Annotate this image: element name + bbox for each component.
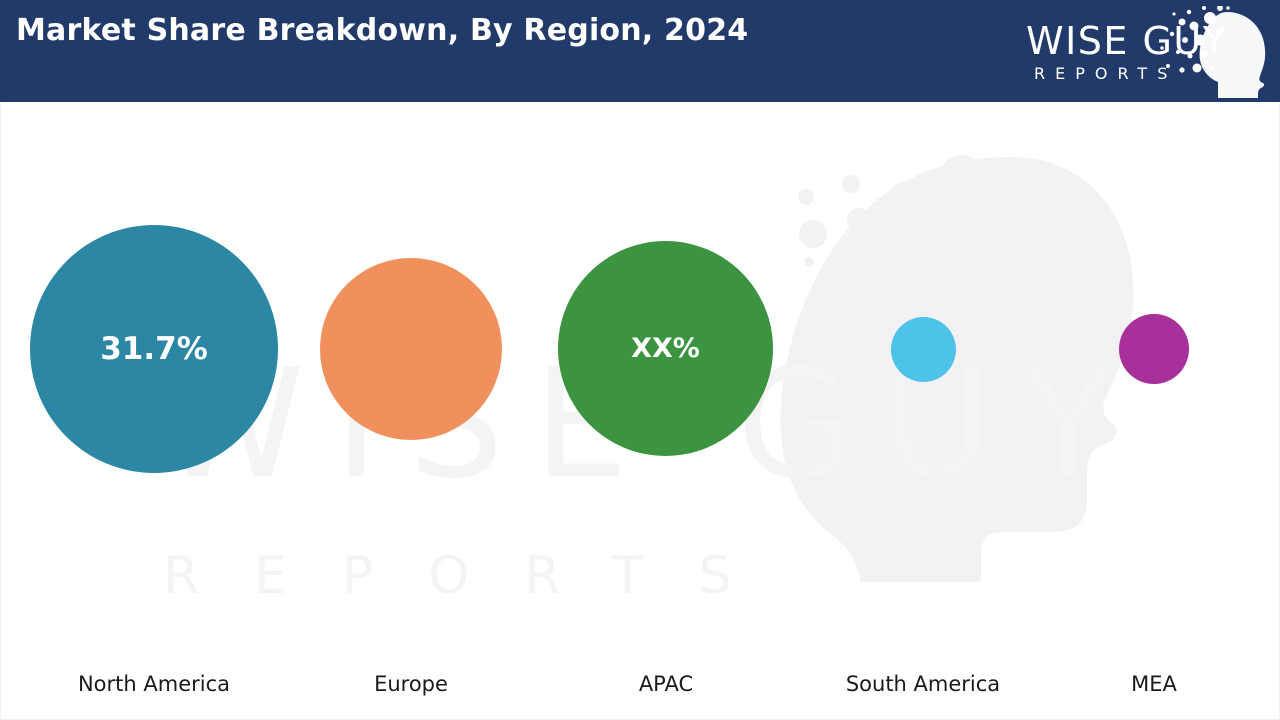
bubble-apac[interactable]: XX% bbox=[558, 241, 773, 456]
header-bar: Market Share Breakdown, By Region, 2024 … bbox=[0, 0, 1280, 102]
axis-label-apac: APAC bbox=[638, 672, 694, 696]
axis-label-mea: MEA bbox=[1131, 672, 1177, 696]
axis-label-south-america: South America bbox=[845, 672, 1001, 696]
axis-label-north-america: North America bbox=[77, 672, 231, 696]
bubble-value-apac: XX% bbox=[631, 333, 700, 364]
bubble-south-america[interactable] bbox=[891, 317, 956, 382]
bubble-north-america[interactable]: 31.7% bbox=[30, 225, 278, 473]
bubble-europe[interactable] bbox=[320, 258, 502, 440]
watermark-text-reports: REPORTS bbox=[163, 546, 787, 606]
svg-text:REPORTS: REPORTS bbox=[1034, 64, 1177, 83]
chart-plot-area: WISE GUY REPORTS 31.7% XX% North America… bbox=[0, 102, 1280, 720]
wise-guy-reports-logo: WISE GUY REPORTS bbox=[1022, 5, 1272, 98]
page-title: Market Share Breakdown, By Region, 2024 bbox=[16, 13, 749, 48]
bubble-value-north-america: 31.7% bbox=[100, 331, 208, 367]
bubble-mea[interactable] bbox=[1119, 314, 1189, 384]
axis-label-europe: Europe bbox=[374, 672, 448, 696]
